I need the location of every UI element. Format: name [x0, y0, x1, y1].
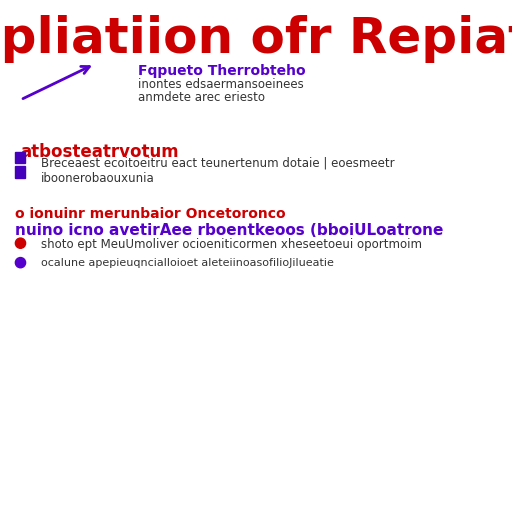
Text: o ionuinr merunbaior Oncetoronco: o ionuinr merunbaior Oncetoronco — [15, 207, 286, 221]
Text: Fqpueto Therrobteho: Fqpueto Therrobteho — [138, 64, 306, 78]
Text: shoto ept MeuUmoliver ocioeniticormen xheseetoeui oportmoim: shoto ept MeuUmoliver ocioeniticormen xh… — [41, 238, 422, 251]
Text: inontes edsaermansoeinees: inontes edsaermansoeinees — [138, 78, 304, 91]
Text: Clypliatiion ofr Repiation: Clypliatiion ofr Repiation — [0, 15, 512, 63]
Text: atbosteatrvotum: atbosteatrvotum — [20, 143, 179, 161]
Text: nuino icno avetirAee rboentkeoos (bboiULoatrone: nuino icno avetirAee rboentkeoos (bboiUL… — [15, 223, 444, 238]
Bar — [15, 152, 25, 163]
Text: iboonerobaouxunia: iboonerobaouxunia — [41, 172, 155, 184]
Text: ocalune apepieuqncialloioet aleteiinoasofilioJilueatie: ocalune apepieuqncialloioet aleteiinoaso… — [41, 258, 334, 268]
Text: Breceaest ecoitoeitru eact teunertenum dotaie | eoesmeetr: Breceaest ecoitoeitru eact teunertenum d… — [41, 157, 395, 169]
Circle shape — [15, 238, 26, 248]
Circle shape — [15, 258, 26, 268]
Text: anmdete arec eriesto: anmdete arec eriesto — [138, 91, 265, 104]
Bar — [15, 166, 25, 178]
